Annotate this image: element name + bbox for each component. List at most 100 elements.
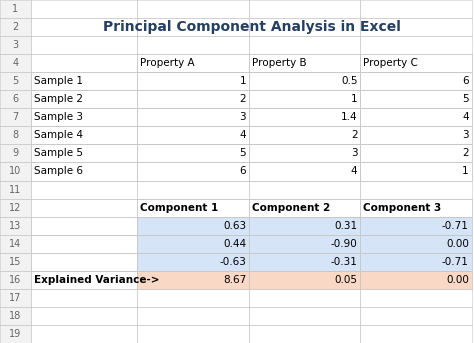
Bar [31,144,137,163]
Text: Sample 6: Sample 6 [34,166,82,177]
Bar [137,90,249,108]
Bar [137,163,249,180]
Text: 4: 4 [351,166,357,177]
Bar [0,199,31,217]
Bar [137,199,249,217]
Text: 2: 2 [351,130,357,140]
Text: 0.31: 0.31 [334,221,357,230]
Bar [360,108,472,126]
Bar [31,180,137,199]
Bar [360,126,472,144]
Text: 5: 5 [239,149,246,158]
Text: 9: 9 [12,149,18,158]
Text: Property B: Property B [252,58,306,68]
Bar [31,108,137,126]
Bar [137,235,249,253]
Text: 1: 1 [239,76,246,86]
Text: -0.71: -0.71 [442,221,469,230]
Text: -0.63: -0.63 [219,257,246,267]
Bar [137,253,249,271]
Bar [0,0,31,18]
Bar [137,0,249,18]
Bar [0,289,31,307]
Bar [31,36,137,54]
Bar [360,18,472,36]
Text: 0.00: 0.00 [446,239,469,249]
Bar [137,144,249,163]
Bar [31,126,137,144]
Bar [31,0,137,18]
Text: 8: 8 [12,130,18,140]
Bar [249,307,360,325]
Bar [360,36,472,54]
Bar [249,36,360,54]
Bar [31,217,137,235]
Bar [31,144,137,163]
Text: 0.00: 0.00 [446,275,469,285]
Bar [360,199,472,217]
Text: Component 1: Component 1 [140,203,219,213]
Bar [137,126,249,144]
Bar [360,180,472,199]
Bar [137,271,249,289]
Bar [0,36,31,54]
Bar [360,90,472,108]
Bar [360,253,472,271]
Text: Component 2: Component 2 [252,203,330,213]
Bar [137,144,249,163]
Bar [0,54,31,72]
Bar [249,235,360,253]
Text: 3: 3 [239,113,246,122]
Text: Principal Component Analysis in Excel: Principal Component Analysis in Excel [103,20,401,34]
Bar [137,36,249,54]
Bar [360,199,472,217]
Bar [0,271,31,289]
Bar [0,163,31,180]
Text: 3: 3 [462,130,469,140]
Text: 18: 18 [9,311,21,321]
Text: Property C: Property C [363,58,418,68]
Bar [249,72,360,90]
Bar [0,18,31,36]
Bar [360,126,472,144]
Bar [360,235,472,253]
Bar [137,18,249,36]
Bar [249,325,360,343]
Text: 13: 13 [9,221,21,230]
Bar [31,54,137,72]
Text: 16: 16 [9,275,21,285]
Text: Component 3: Component 3 [363,203,441,213]
Bar [249,199,360,217]
Text: 0.44: 0.44 [223,239,246,249]
Bar [360,108,472,126]
Bar [249,253,360,271]
Bar [360,325,472,343]
Bar [360,163,472,180]
Text: 1: 1 [12,4,18,14]
Bar [360,72,472,90]
Bar [249,163,360,180]
Bar [249,54,360,72]
Bar [137,199,249,217]
Bar [137,126,249,144]
Bar [137,217,249,235]
Text: 4: 4 [239,130,246,140]
Bar [360,72,472,90]
Bar [0,253,31,271]
Bar [31,217,137,235]
Bar [249,144,360,163]
Bar [31,72,137,90]
Text: Sample 5: Sample 5 [34,149,82,158]
Bar [0,325,31,343]
Text: 10: 10 [9,166,21,177]
Text: 4: 4 [12,58,18,68]
Bar [249,108,360,126]
Bar [137,325,249,343]
Text: 3: 3 [351,149,357,158]
Bar [249,126,360,144]
Text: -0.71: -0.71 [442,257,469,267]
Bar [31,18,137,36]
Text: Sample 2: Sample 2 [34,94,82,104]
Bar [31,163,137,180]
Text: 2: 2 [12,22,18,32]
